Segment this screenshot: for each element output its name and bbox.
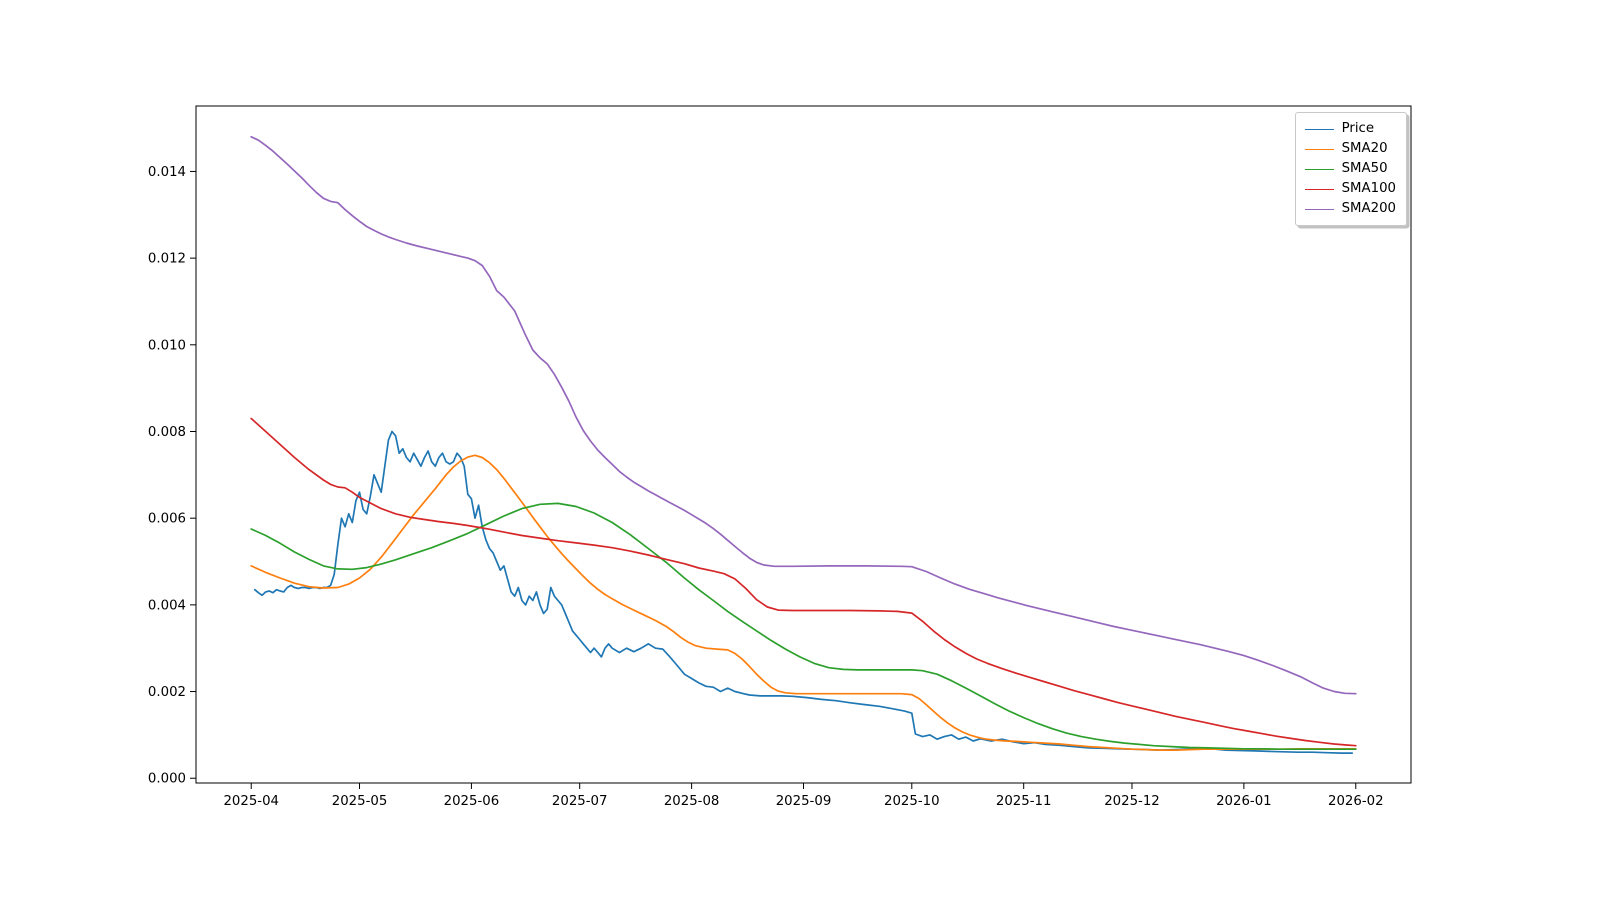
legend-label-sma200: SMA200	[1341, 201, 1396, 217]
x-tick-label: 2025-05	[332, 794, 388, 809]
legend-entry-sma50: SMA50	[1304, 159, 1396, 179]
legend-entry-price: Price	[1304, 119, 1396, 139]
axes-frame	[195, 105, 1412, 784]
legend-label-price: Price	[1341, 121, 1375, 137]
series-line-sma200	[250, 135, 1357, 695]
x-tick-label: 2025-12	[1104, 794, 1160, 809]
series-line-sma20	[250, 454, 1357, 751]
legend-line-sample-sma200	[1304, 208, 1334, 210]
chart-legend: Price SMA20 SMA50 SMA100 SMA200	[1294, 112, 1407, 226]
legend-entry-sma200: SMA200	[1304, 199, 1396, 219]
y-tick-label: 0.006	[148, 512, 186, 527]
y-tick-label: 0.004	[148, 598, 186, 613]
y-tick-label: 0.012	[148, 252, 186, 267]
legend-line-sample-sma50	[1304, 168, 1334, 170]
x-tick-label: 2025-10	[884, 794, 940, 809]
y-tick-label: 0.014	[148, 165, 186, 180]
legend-line-sample-price	[1304, 128, 1334, 130]
x-tick-label: 2025-06	[444, 794, 500, 809]
legend-label-sma20: SMA20	[1341, 141, 1388, 157]
legend-entry-sma100: SMA100	[1304, 179, 1396, 199]
legend-label-sma100: SMA100	[1341, 181, 1396, 197]
x-tick-label: 2025-11	[996, 794, 1052, 809]
x-tick-label: 2025-04	[223, 794, 279, 809]
x-tick-label: 2025-08	[664, 794, 720, 809]
y-tick-label: 0.008	[148, 425, 186, 440]
x-tick-label: 2026-02	[1328, 794, 1384, 809]
legend-line-sample-sma20	[1304, 148, 1334, 150]
series-line-sma100	[250, 417, 1357, 747]
legend-line-sample-sma100	[1304, 188, 1334, 190]
legend-entry-sma20: SMA20	[1304, 139, 1396, 159]
series-line-sma50	[250, 502, 1357, 751]
legend-label-sma50: SMA50	[1341, 161, 1388, 177]
y-tick-label: 0.000	[148, 772, 186, 787]
y-tick-label: 0.010	[148, 338, 186, 353]
x-tick-label: 2026-01	[1216, 794, 1272, 809]
series-line-price	[253, 430, 1354, 754]
x-tick-label: 2025-07	[552, 794, 608, 809]
y-tick-label: 0.002	[148, 685, 186, 700]
x-tick-label: 2025-09	[776, 794, 832, 809]
